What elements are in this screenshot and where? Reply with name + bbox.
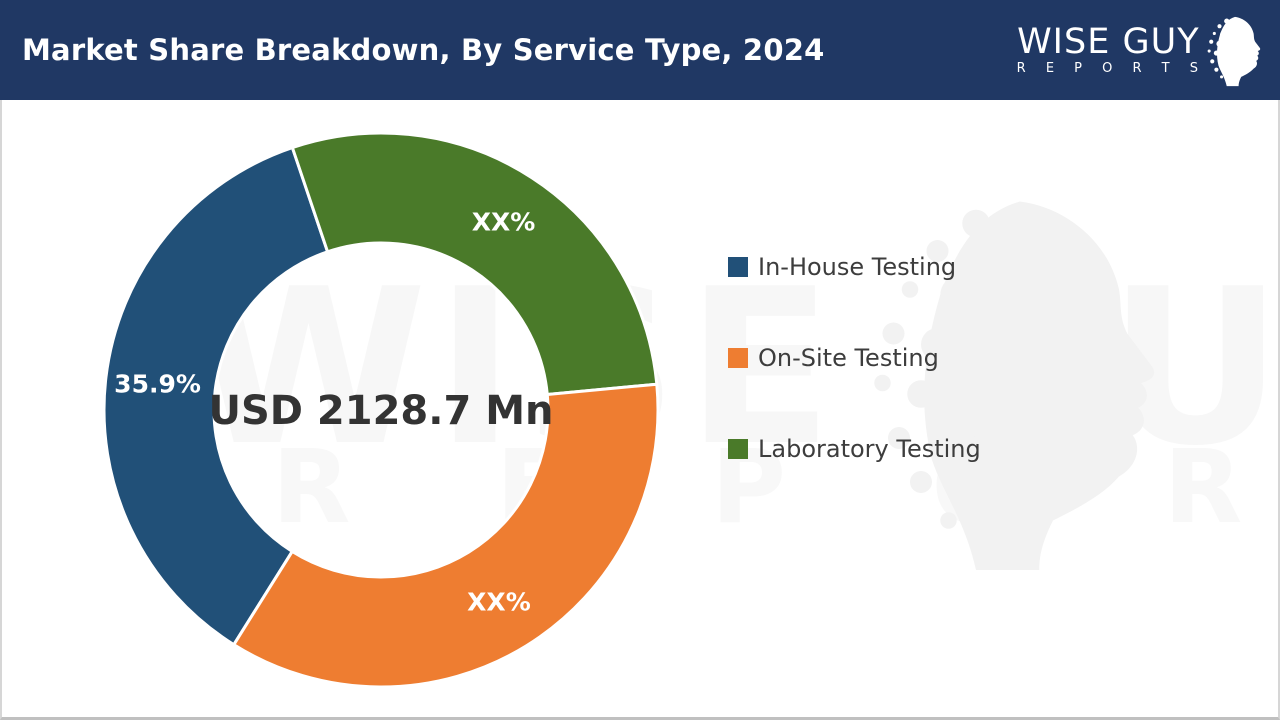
- legend-item-laboratory: Laboratory Testing: [728, 434, 981, 464]
- legend-item-in-house: In-House Testing: [728, 252, 981, 282]
- brand-wordmark: WISE GUY R E P O R T S: [1011, 21, 1206, 77]
- header-bar: Market Share Breakdown, By Service Type,…: [0, 0, 1280, 100]
- legend-label-in-house: In-House Testing: [758, 253, 957, 281]
- brand-logo: WISE GUY R E P O R T S: [1011, 0, 1266, 100]
- legend-label-laboratory: Laboratory Testing: [758, 435, 981, 463]
- legend-swatch-laboratory: [728, 439, 748, 459]
- chart-area-frame: [0, 100, 1280, 720]
- logo-face-icon: [1207, 16, 1261, 87]
- slice-on-site: [232, 382, 660, 689]
- legend-label-on-site: On-Site Testing: [758, 344, 939, 372]
- donut-center-value: USD 2128.7 Mn: [209, 388, 554, 434]
- brand-subtitle: R E P O R T S: [1016, 61, 1206, 77]
- slice-laboratory: [290, 131, 659, 396]
- legend-item-on-site: On-Site Testing: [728, 343, 981, 373]
- page-title: Market Share Breakdown, By Service Type,…: [22, 33, 825, 67]
- slice-pct-label-in-house: 35.9%: [114, 370, 201, 399]
- legend-swatch-on-site: [728, 348, 748, 368]
- legend: In-House Testing On-Site Testing Laborat…: [728, 252, 981, 525]
- slice-pct-label-on-site: XX%: [467, 588, 531, 617]
- brand-name: WISE GUY: [1017, 21, 1200, 62]
- slice-in-house: [102, 146, 330, 647]
- legend-swatch-in-house: [728, 257, 748, 277]
- slice-pct-label-laboratory: XX%: [472, 207, 536, 236]
